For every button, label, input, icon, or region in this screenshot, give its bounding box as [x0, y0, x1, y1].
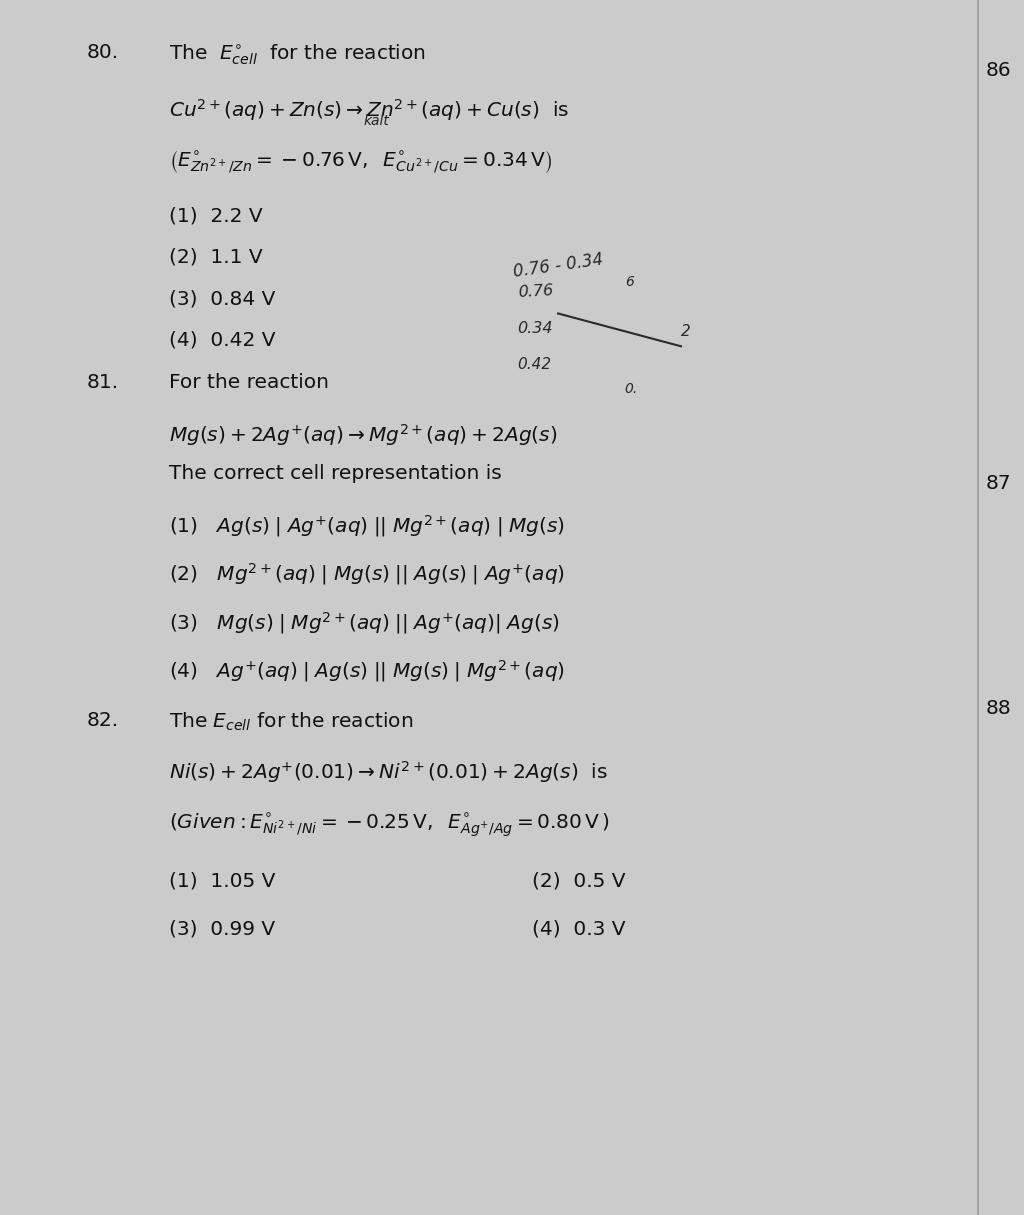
Text: (1)   $Ag(s)\;|\;Ag^{+}(aq)\;||\;Mg^{2+}(aq)\;|\;Mg(s)$: (1) $Ag(s)\;|\;Ag^{+}(aq)\;||\;Mg^{2+}(a…	[169, 513, 565, 538]
Text: (2)   $Mg^{2+}(aq)\;|\;Mg(s)\;||\;Ag(s)\;|\;Ag^{+}(aq)$: (2) $Mg^{2+}(aq)\;|\;Mg(s)\;||\;Ag(s)\;|…	[169, 561, 565, 587]
Text: The  $E^{\circ}_{cell}$  for the reaction: The $E^{\circ}_{cell}$ for the reaction	[169, 43, 426, 67]
Text: $Mg(s) + 2Ag^{+}(aq) \rightarrow Mg^{2+}(aq) + 2Ag(s)$: $Mg(s) + 2Ag^{+}(aq) \rightarrow Mg^{2+}…	[169, 422, 557, 447]
Text: 0.76: 0.76	[517, 283, 553, 300]
Text: (2)  1.1 V: (2) 1.1 V	[169, 248, 262, 267]
Text: 0.34: 0.34	[517, 321, 553, 335]
Text: 0.42: 0.42	[517, 357, 551, 372]
Text: The correct cell representation is: The correct cell representation is	[169, 464, 502, 484]
Text: 2: 2	[681, 324, 691, 339]
Text: (4)  0.42 V: (4) 0.42 V	[169, 330, 275, 350]
Text: 82.: 82.	[87, 711, 119, 730]
Text: (4)  0.3 V: (4) 0.3 V	[532, 920, 626, 939]
Text: For the reaction: For the reaction	[169, 373, 329, 392]
Text: (2)  0.5 V: (2) 0.5 V	[532, 871, 626, 891]
Text: 87: 87	[986, 474, 1012, 493]
Text: 0.76 - 0.34: 0.76 - 0.34	[512, 250, 604, 281]
Text: 6: 6	[625, 275, 634, 289]
Text: (3)  0.84 V: (3) 0.84 V	[169, 289, 275, 309]
Text: (1)  2.2 V: (1) 2.2 V	[169, 207, 262, 226]
Text: (3)   $Mg(s)\;|\;Mg^{2+}(aq)\;||\;Ag^{+}(aq)|\;Ag(s)$: (3) $Mg(s)\;|\;Mg^{2+}(aq)\;||\;Ag^{+}(a…	[169, 610, 560, 635]
Text: 81.: 81.	[87, 373, 119, 392]
Text: (1)  1.05 V: (1) 1.05 V	[169, 871, 275, 891]
Text: (4)   $Ag^{+}(aq)\;|\;Ag(s)\;||\;Mg(s)\;|\;Mg^{2+}(aq)$: (4) $Ag^{+}(aq)\;|\;Ag(s)\;||\;Mg(s)\;|\…	[169, 659, 565, 684]
Text: The $E_{cell}$ for the reaction: The $E_{cell}$ for the reaction	[169, 711, 413, 733]
Text: $Ni(s) + 2Ag^{+}(0.01) \rightarrow Ni^{2+}(0.01) + 2Ag(s)$  is: $Ni(s) + 2Ag^{+}(0.01) \rightarrow Ni^{2…	[169, 759, 608, 785]
Text: $(Given : E^{\circ}_{Ni^{2+}/Ni} = -0.25\,\mathrm{V},\;\; E^{\circ}_{Ag^{+}/Ag} : $(Given : E^{\circ}_{Ni^{2+}/Ni} = -0.25…	[169, 810, 609, 840]
Text: 80.: 80.	[87, 43, 119, 62]
Text: 88: 88	[986, 699, 1012, 718]
Text: $\left(E^{\circ}_{Zn^{2+}/Zn} = -0.76\,\mathrm{V},\;\; E^{\circ}_{Cu^{2+}/Cu} = : $\left(E^{\circ}_{Zn^{2+}/Zn} = -0.76\,\…	[169, 148, 552, 176]
Text: 86: 86	[986, 61, 1012, 80]
Text: 0.: 0.	[625, 382, 638, 396]
Text: (3)  0.99 V: (3) 0.99 V	[169, 920, 275, 939]
Text: $Cu^{2+}(aq) + Zn(s) \rightarrow Zn^{2+}(aq) + Cu(s)$  is: $Cu^{2+}(aq) + Zn(s) \rightarrow Zn^{2+}…	[169, 97, 569, 123]
Text: kalt: kalt	[364, 114, 389, 129]
